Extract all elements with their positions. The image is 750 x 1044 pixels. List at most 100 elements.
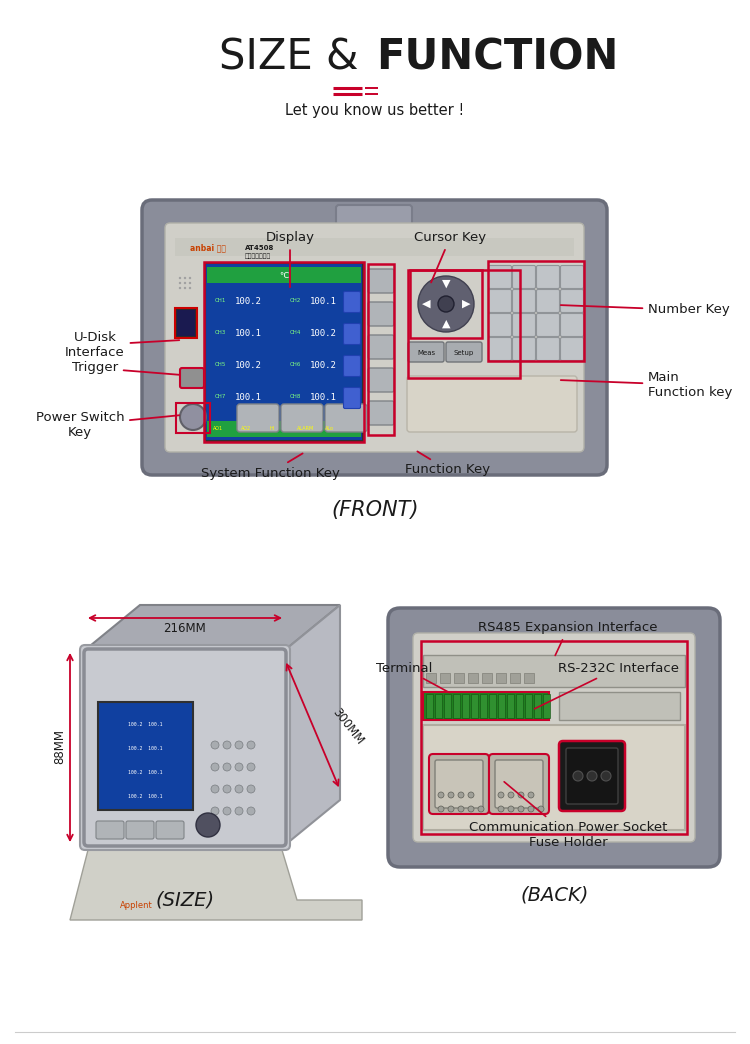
Text: U-Disk
Interface: U-Disk Interface [65,331,179,359]
Text: 100.1: 100.1 [310,296,337,306]
Text: ▲: ▲ [442,319,450,329]
Circle shape [478,806,484,812]
Bar [534,694,541,718]
Circle shape [223,785,231,793]
Text: 88MM: 88MM [53,730,67,764]
Circle shape [223,741,231,749]
Text: Main
Function key: Main Function key [561,371,732,399]
FancyBboxPatch shape [512,313,535,336]
FancyBboxPatch shape [536,313,560,336]
FancyBboxPatch shape [446,342,482,362]
Text: 100.2: 100.2 [235,296,262,306]
Bar [207,267,361,283]
Circle shape [189,287,191,289]
Text: Applent: Applent [120,901,153,909]
Text: CH7: CH7 [215,395,226,400]
FancyBboxPatch shape [560,313,584,336]
FancyBboxPatch shape [560,289,584,312]
FancyBboxPatch shape [368,367,394,392]
Circle shape [196,813,220,837]
Circle shape [178,287,182,289]
Bar [426,673,436,683]
FancyBboxPatch shape [488,337,512,360]
Text: ▼: ▼ [442,279,450,289]
Circle shape [438,296,454,312]
Bar [543,694,550,718]
Circle shape [247,807,255,815]
Circle shape [235,807,243,815]
Text: CH8: CH8 [290,395,302,400]
Text: 100.1: 100.1 [310,393,337,402]
Circle shape [184,282,186,284]
Circle shape [468,792,474,798]
Text: System Function Key: System Function Key [200,453,340,479]
FancyBboxPatch shape [388,608,720,867]
FancyBboxPatch shape [512,265,535,288]
Circle shape [468,806,474,812]
Text: 100.2: 100.2 [235,360,262,370]
Text: 100.2: 100.2 [310,360,337,370]
Circle shape [498,806,504,812]
Bar [368,264,394,435]
Bar [423,725,685,830]
FancyBboxPatch shape [488,289,512,312]
Circle shape [458,792,464,798]
Bar [471,694,478,718]
FancyBboxPatch shape [566,748,618,804]
Bar [410,270,482,338]
Circle shape [518,806,524,812]
Text: 100.2: 100.2 [310,329,337,337]
FancyBboxPatch shape [368,269,394,293]
FancyBboxPatch shape [536,289,560,312]
FancyBboxPatch shape [368,401,394,425]
Text: Trigger: Trigger [72,361,179,375]
Circle shape [247,785,255,793]
Bar [510,673,520,683]
Circle shape [438,792,444,798]
Text: 100.1: 100.1 [235,329,262,337]
FancyBboxPatch shape [435,760,483,808]
Circle shape [189,277,191,279]
Circle shape [438,806,444,812]
Circle shape [498,792,504,798]
Text: 100.2  100.1: 100.2 100.1 [128,746,162,752]
Circle shape [223,807,231,815]
FancyBboxPatch shape [344,356,361,377]
Bar [453,694,460,718]
Text: 多路温度测试仪: 多路温度测试仪 [245,254,272,259]
Bar [421,641,687,834]
FancyBboxPatch shape [142,200,607,475]
FancyBboxPatch shape [336,205,412,226]
Bar [204,262,364,442]
Circle shape [211,741,219,749]
Text: SIZE &: SIZE & [219,37,372,79]
Bar [205,263,363,441]
Bar [444,694,451,718]
Bar [525,694,532,718]
Circle shape [573,772,583,781]
FancyBboxPatch shape [281,404,323,432]
Circle shape [235,763,243,772]
Text: Let you know us better !: Let you know us better ! [285,102,464,118]
FancyBboxPatch shape [512,337,535,360]
Text: CH6: CH6 [290,362,302,367]
FancyBboxPatch shape [560,337,584,360]
Text: CH2: CH2 [290,299,302,304]
Bar [423,692,549,720]
Text: ◀: ◀ [422,299,430,309]
Circle shape [211,785,219,793]
Circle shape [587,772,597,781]
Text: anbai 安柏: anbai 安柏 [190,243,226,253]
Circle shape [448,806,454,812]
FancyBboxPatch shape [368,335,394,359]
Circle shape [247,763,255,772]
Circle shape [178,282,182,284]
Circle shape [528,806,534,812]
FancyBboxPatch shape [407,376,577,432]
Circle shape [458,806,464,812]
Text: Power Switch
Key: Power Switch Key [36,411,179,438]
Text: Number Key: Number Key [561,304,730,316]
Circle shape [508,792,514,798]
Text: 100.2  100.1: 100.2 100.1 [128,770,162,776]
Circle shape [418,276,474,332]
